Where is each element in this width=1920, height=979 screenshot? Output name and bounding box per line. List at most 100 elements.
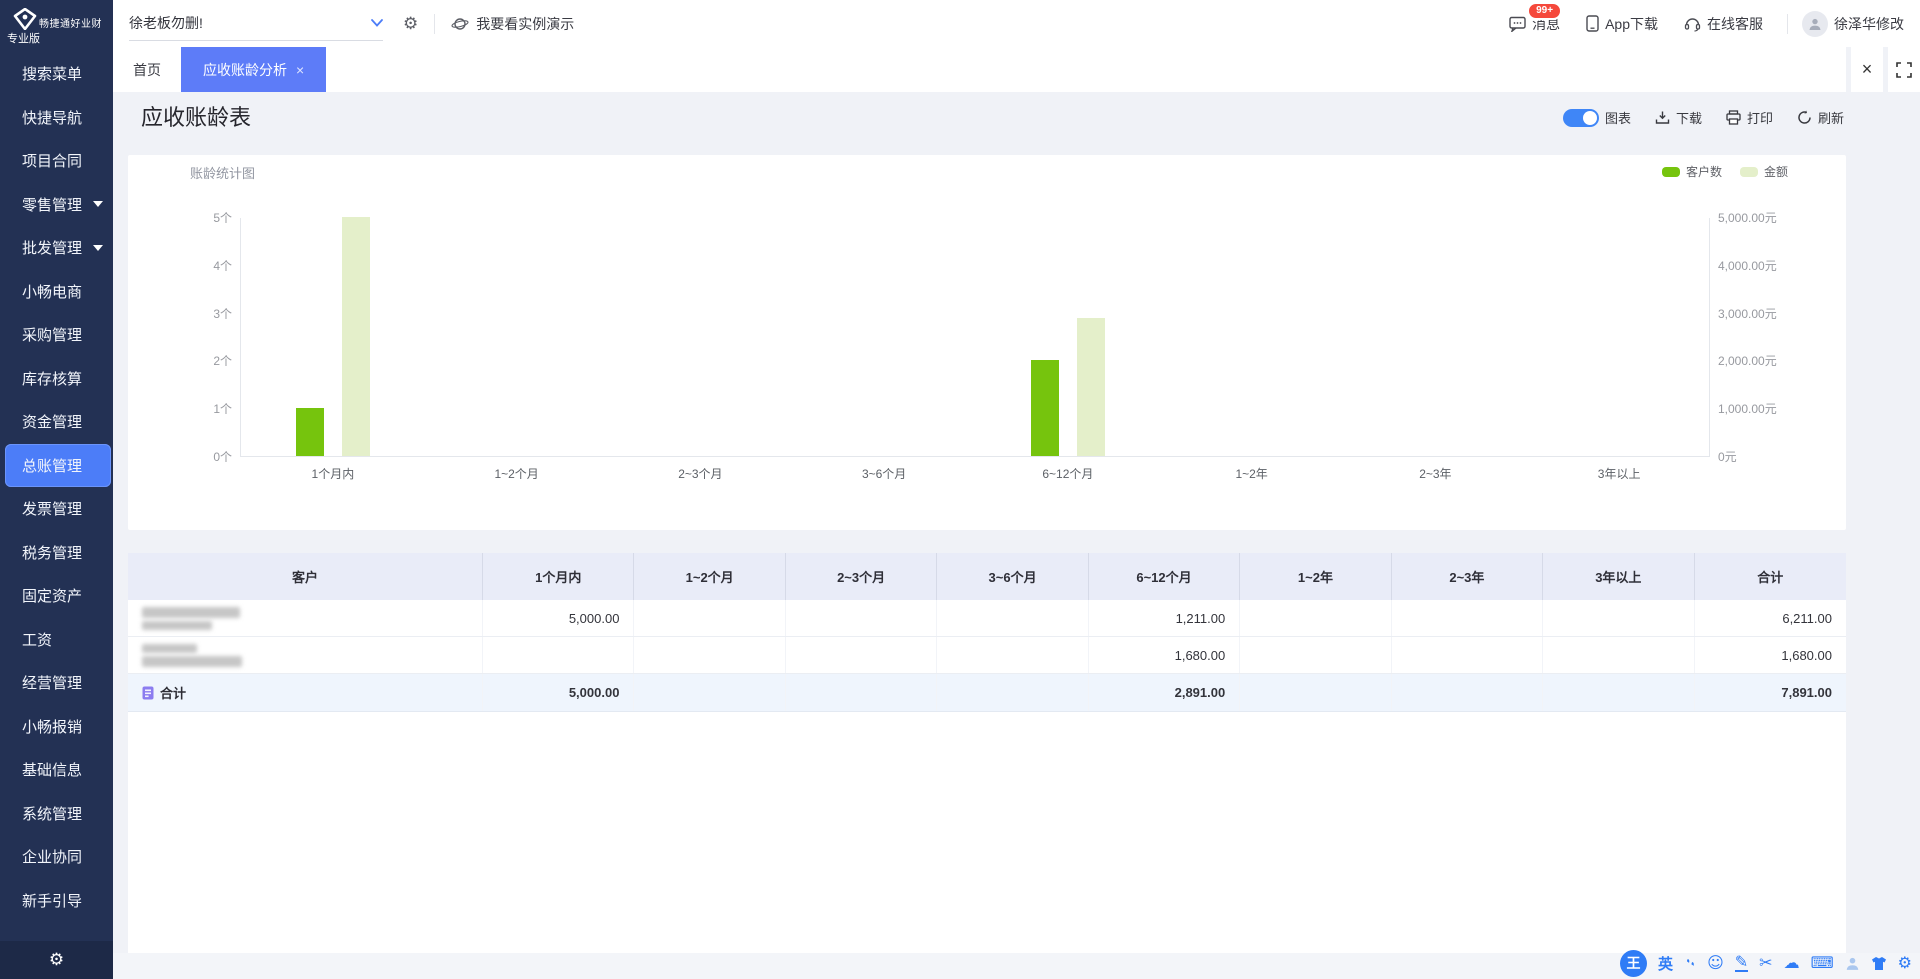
report-toolbar: 图表 下载 打印 刷新 [1562, 108, 1844, 127]
ime-account-person-icon[interactable] [1845, 956, 1860, 971]
axis-tick-right: 4,000.00元 [1718, 258, 1777, 273]
customer-name-cell[interactable] [128, 600, 483, 636]
tab-home-label: 首页 [133, 61, 161, 78]
refresh-button[interactable]: 刷新 [1797, 108, 1844, 127]
axis-tick-left: 5个 [213, 211, 232, 225]
user-menu[interactable]: 徐泽华修改 [1802, 10, 1904, 37]
download-label: 下载 [1675, 111, 1702, 126]
company-selector[interactable]: 徐老板勿删! [129, 7, 383, 41]
table-row: 1,680.00 1,680.00 [128, 637, 1846, 674]
tab-home[interactable]: 首页 [113, 47, 181, 92]
axis-tick-right: 0元 [1718, 450, 1737, 464]
sidebar-item-12[interactable]: 税务管理 [0, 531, 113, 575]
aging-table: 客户 1个月内 1~2个月 2~3个月 3~6个月 6~12个月 1~2年 2~3年 3年以上合… [128, 553, 1846, 712]
sidebar-item-label: 零售管理 [22, 196, 83, 214]
fullscreen-icon[interactable] [1888, 47, 1920, 92]
table-cell [1392, 637, 1544, 673]
ime-emoji-icon[interactable]: ☺ [1707, 953, 1724, 972]
ime-language-mode[interactable]: 英 [1658, 955, 1674, 973]
topbar: 徐老板勿删! ⚙ 我要看实例演示 消息 99+ App下载 在线客服 [113, 0, 1920, 47]
sidebar-item-16[interactable]: 小畅报销 [0, 705, 113, 749]
chart-title: 账龄统计图 [190, 166, 256, 181]
ime-skin-shirt-icon[interactable] [1871, 956, 1887, 971]
sidebar-item-label: 项目合同 [22, 153, 83, 171]
online-service-label: 在线客服 [1707, 15, 1763, 32]
table-cell: 1,680.00 [1781, 647, 1832, 663]
sidebar-item-6[interactable]: 小畅电商 [0, 270, 113, 314]
ime-cloud-icon[interactable]: ☁ [1783, 953, 1800, 972]
sidebar-item-1[interactable]: 搜索菜单 [0, 52, 113, 96]
account-settings-gear-icon[interactable]: ⚙ [403, 13, 419, 34]
sidebar-item-label: 库存核算 [22, 370, 83, 388]
tab-close-icon[interactable]: × [296, 61, 305, 78]
redaction-blur [142, 655, 242, 667]
sidebar-item-4[interactable]: 零售管理 [0, 183, 113, 227]
sidebar-item-15[interactable]: 经营管理 [0, 661, 113, 705]
customer-name-cell[interactable] [128, 637, 483, 673]
sidebar-item-13[interactable]: 固定资产 [0, 574, 113, 618]
edition-label: 专业版 [7, 33, 40, 45]
sidebar-item-3[interactable]: 项目合同 [0, 139, 113, 183]
table-total-row: 合计 5,000.00 2,891.00 7,891.00 [128, 674, 1846, 712]
sidebar-item-8[interactable]: 库存核算 [0, 357, 113, 401]
messages-label: 消息 [1532, 15, 1561, 32]
table-cell [937, 637, 1089, 673]
bar-金额-1个月内 [341, 217, 370, 456]
table-cell [1543, 637, 1695, 673]
chart-toggle[interactable] [1562, 108, 1599, 127]
sidebar-item-10[interactable]: 总账管理 [5, 443, 111, 487]
table-header-cell: 1~2个月 [634, 553, 786, 600]
ime-punctuation-icon[interactable] [1684, 957, 1696, 969]
sidebar-item-5[interactable]: 批发管理 [0, 226, 113, 270]
avatar [1802, 10, 1828, 37]
ime-settings-gear-icon[interactable]: ⚙ [1897, 953, 1912, 972]
sidebar-item-7[interactable]: 采购管理 [0, 313, 113, 357]
table-total-cell: 2,891.00 [1089, 674, 1241, 711]
axis-tick-right: 3,000.00元 [1718, 306, 1777, 321]
sidebar-item-label: 系统管理 [22, 805, 83, 823]
sidebar-settings-gear-icon[interactable]: ⚙ [48, 950, 65, 970]
tabbar: 首页 应收账龄分析 × × [113, 47, 1920, 92]
demo-link-label: 我要看实例演示 [476, 15, 575, 32]
sidebar-item-9[interactable]: 资金管理 [0, 400, 113, 444]
sidebar-item-11[interactable]: 发票管理 [0, 487, 113, 531]
ime-clipboard-scissors-icon[interactable]: ✂ [1759, 953, 1773, 972]
download-button[interactable]: 下载 [1655, 108, 1702, 127]
sidebar-item-14[interactable]: 工资 [0, 618, 113, 662]
sidebar-item-18[interactable]: 系统管理 [0, 792, 113, 836]
x-axis-category: 3~6个月 [861, 467, 907, 481]
print-button[interactable]: 打印 [1726, 108, 1773, 127]
x-axis-category: 1~2个月 [494, 467, 539, 481]
tab-receivable-aging[interactable]: 应收账龄分析 × [181, 47, 327, 92]
ime-logo-button[interactable]: 王 [1620, 949, 1648, 977]
sidebar-item-17[interactable]: 基础信息 [0, 748, 113, 792]
total-label-cell: 合计 [128, 674, 483, 711]
sidebar-item-2[interactable]: 快捷导航 [0, 96, 113, 140]
table-header-row: 客户 1个月内 1~2个月 2~3个月 3~6个月 6~12个月 1~2年 2~3年 3年以上 合… [128, 553, 1846, 600]
sidebar-item-label: 经营管理 [22, 675, 83, 693]
table-cell [1543, 600, 1695, 636]
messages-button[interactable]: 消息 99+ [1509, 1, 1563, 34]
table-cell [786, 600, 938, 636]
ime-keyboard-icon[interactable]: ⌨ [1810, 953, 1834, 972]
sidebar-item-20[interactable]: 新手引导 [0, 879, 113, 923]
sidebar-item-19[interactable]: 企业协同 [0, 835, 113, 879]
topbar-right: 消息 99+ App下载 在线客服 徐泽华修改 [1483, 1, 1920, 37]
demo-link[interactable]: 我要看实例演示 [451, 14, 574, 34]
chart-toggle-control: 图表 [1562, 108, 1631, 127]
ime-toolbar: 王 英 ☺ ✎ ✂ ☁ ⌨ ⚙ [1620, 948, 1912, 978]
table-cell [937, 600, 1089, 636]
x-axis-category: 1个月内 [311, 467, 355, 481]
online-service-button[interactable]: 在线客服 [1684, 14, 1763, 34]
table-total-cell: 5,000.00 [483, 674, 635, 711]
close-icon[interactable]: × [1851, 47, 1883, 92]
print-icon [1726, 110, 1741, 125]
axis-tick-right: 1,000.00元 [1718, 402, 1777, 417]
ime-handwriting-pen-icon[interactable]: ✎ [1734, 952, 1749, 972]
sidebar-menu: 搜索菜单 快捷导航项目合同零售管理批发管理 小畅电商 采购管理库存核算资金管理 总账管理… [0, 52, 113, 922]
legend-item-amount[interactable]: 金额 [1740, 163, 1788, 180]
app-download-button[interactable]: App下载 [1586, 14, 1658, 34]
legend-item-customers[interactable]: 客户数 [1662, 163, 1722, 180]
table-cell [786, 637, 938, 673]
